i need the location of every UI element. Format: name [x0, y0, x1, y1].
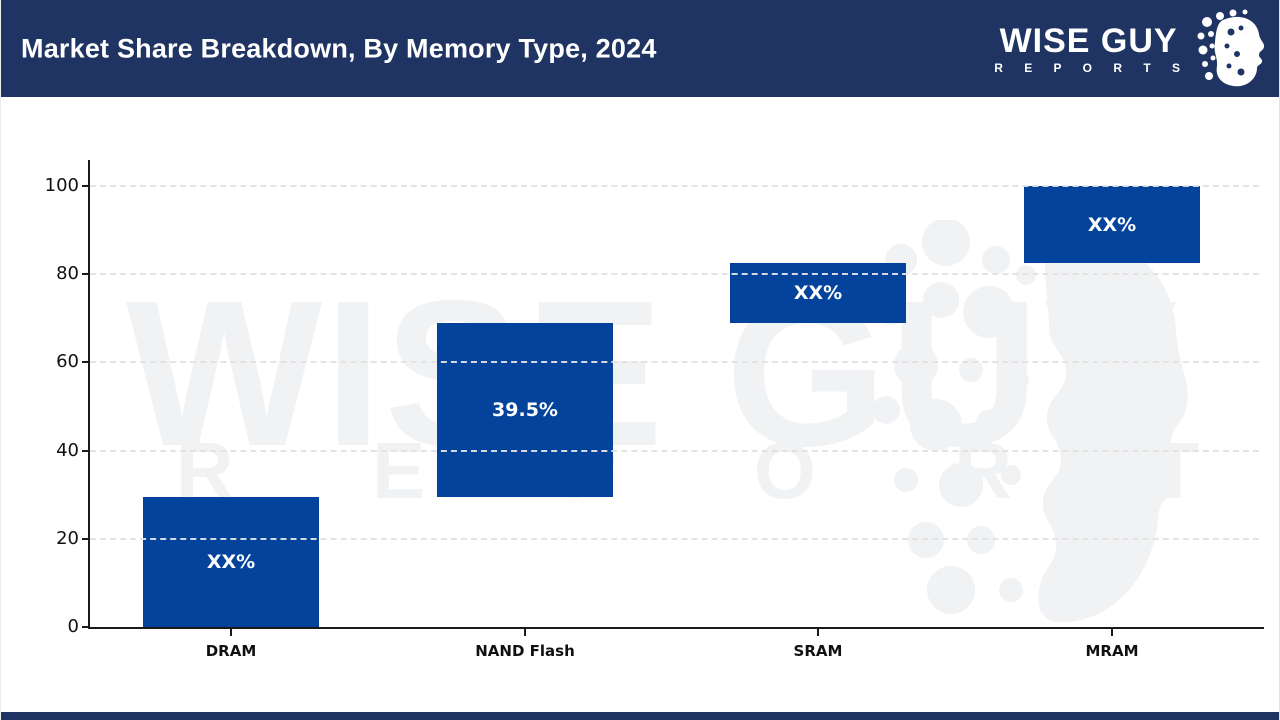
x-category-label-sram: SRAM: [793, 642, 843, 660]
x-axis-line: [88, 627, 1264, 629]
plot-area: 0 20 40 60 80 100 XX% DRAM 39.5% NAND Flash XX% SRA…: [1, 97, 1279, 712]
gridline-y60: [90, 361, 1259, 364]
page-title: Market Share Breakdown, By Memory Type, …: [21, 33, 657, 63]
y-tick-label: 40: [56, 439, 79, 461]
bar-mram: XX%: [1024, 186, 1200, 264]
logo-reports-label: R E P O R T S: [994, 60, 1189, 75]
y-tick-mark: [82, 537, 89, 540]
y-tick-label: 60: [56, 351, 79, 373]
x-category-label-mram: MRAM: [1085, 642, 1139, 660]
x-tick-mark: [1111, 629, 1113, 636]
y-tick-mark: [82, 626, 89, 628]
gridline-y80: [90, 273, 1259, 276]
y-tick-label: 80: [56, 263, 79, 285]
y-tick-label: 100: [44, 175, 79, 196]
y-tick-mark: [82, 273, 89, 276]
face-profile-icon: [1197, 9, 1265, 87]
bar-dram: XX%: [143, 496, 319, 627]
bar-value-label: XX%: [1087, 213, 1137, 236]
y-tick-label: 0: [67, 616, 79, 637]
bar-value-label: XX%: [793, 281, 843, 304]
bar-value-label: XX%: [206, 550, 256, 573]
x-tick-mark: [524, 629, 526, 636]
x-tick-mark: [230, 629, 232, 636]
logo-wiseguy-label: WISE GUY: [999, 21, 1178, 60]
wiseguy-logo: WISE GUY R E P O R T S: [994, 8, 1271, 90]
y-tick-label: 20: [56, 527, 79, 549]
y-tick-mark: [82, 449, 89, 452]
footer-bar: [1, 712, 1279, 720]
bar-value-label: 39.5%: [492, 398, 558, 421]
logo-text: WISE GUY R E P O R T S: [988, 24, 1189, 75]
bar-sram: XX%: [730, 263, 906, 323]
x-category-label-dram: DRAM: [205, 642, 257, 660]
y-tick-mark: [82, 185, 89, 187]
y-axis-line: [88, 160, 90, 629]
x-tick-mark: [817, 629, 819, 636]
bar-nand-flash: 39.5%: [437, 322, 613, 497]
header-bar: Market Share Breakdown, By Memory Type, …: [1, 0, 1279, 97]
x-category-label-nand-flash: NAND Flash: [475, 642, 575, 660]
y-tick-mark: [82, 361, 89, 364]
gridline-y40: [90, 449, 1259, 452]
